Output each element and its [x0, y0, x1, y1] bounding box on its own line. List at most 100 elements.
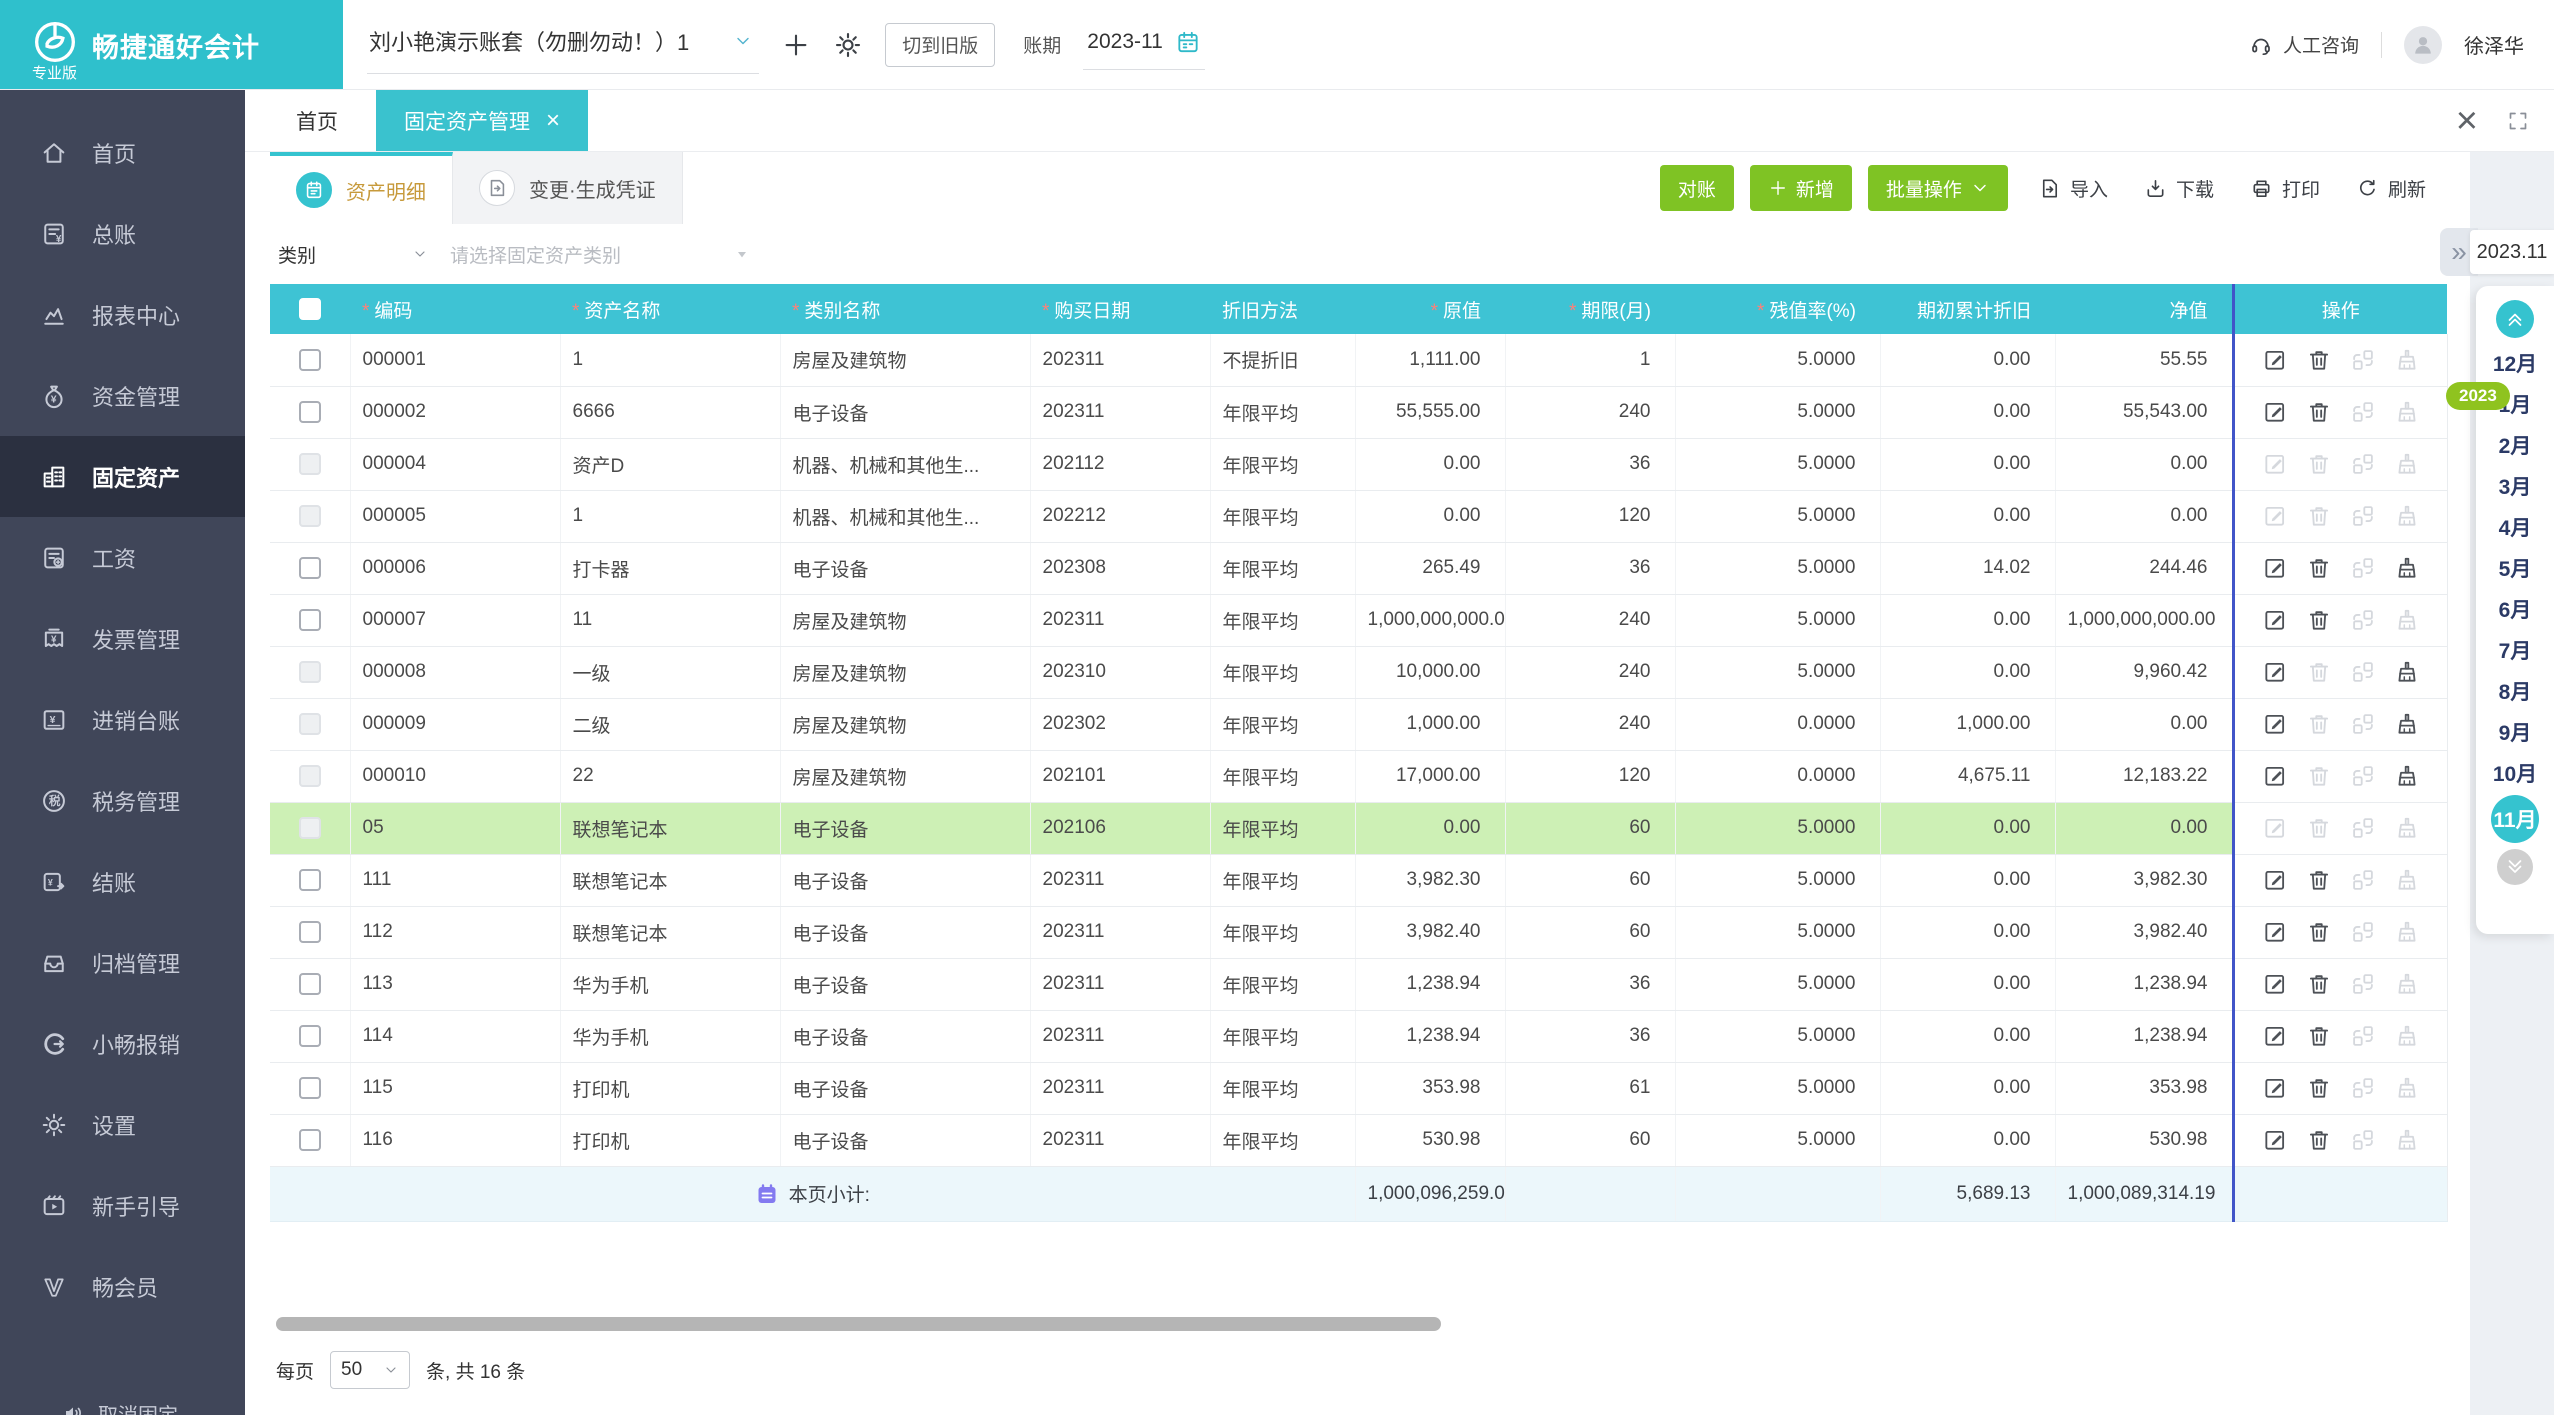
- row-checkbox[interactable]: [298, 973, 321, 995]
- switch-old-version-button[interactable]: 切到旧版: [885, 22, 996, 67]
- row-checkbox[interactable]: [298, 609, 321, 631]
- delete-icon[interactable]: [2306, 555, 2332, 581]
- cell-category: 电子设备: [780, 906, 1031, 959]
- support-label: 人工咨询: [2282, 36, 2359, 57]
- horizontal-scrollbar[interactable]: [276, 1317, 1441, 1331]
- scroll-months-down-button[interactable]: [2497, 849, 2533, 885]
- month-option-3月[interactable]: 3月: [2498, 475, 2532, 499]
- cell-code: 112: [350, 906, 561, 959]
- delete-icon[interactable]: [2306, 347, 2332, 373]
- edit-icon[interactable]: [2262, 1023, 2288, 1049]
- sidebar-item-payroll[interactable]: 工资: [0, 517, 245, 598]
- add-account-set-button[interactable]: [781, 30, 811, 60]
- edit-icon[interactable]: [2262, 919, 2288, 945]
- row-checkbox[interactable]: [298, 869, 321, 891]
- sidebar-item-member[interactable]: 畅会员: [0, 1246, 245, 1327]
- month-option-12月[interactable]: 12月: [2492, 352, 2538, 376]
- sidebar-item-guide[interactable]: 新手引导: [0, 1165, 245, 1246]
- download-button[interactable]: 下载: [2144, 175, 2214, 202]
- period-picker[interactable]: 2023-11: [1083, 19, 1205, 70]
- delete-icon[interactable]: [2306, 607, 2332, 633]
- edit-icon[interactable]: [2262, 1127, 2288, 1153]
- refresh-button[interactable]: 刷新: [2356, 175, 2426, 202]
- month-option-8月[interactable]: 8月: [2498, 680, 2532, 704]
- delete-icon[interactable]: [2306, 867, 2332, 893]
- edit-icon[interactable]: [2262, 763, 2288, 789]
- category-filter-select[interactable]: 类别: [278, 241, 428, 268]
- close-tab-icon[interactable]: ×: [546, 106, 561, 134]
- avatar[interactable]: [2404, 25, 2442, 64]
- sidebar-item-archive[interactable]: 归档管理: [0, 922, 245, 1003]
- edit-icon[interactable]: [2262, 1075, 2288, 1101]
- select-all-checkbox[interactable]: [299, 298, 321, 320]
- support-button[interactable]: 人工咨询: [2249, 31, 2359, 58]
- month-option-10月[interactable]: 10月: [2492, 762, 2538, 786]
- unpin-sidebar-button[interactable]: 取消固定: [62, 1393, 178, 1415]
- month-option-5月[interactable]: 5月: [2498, 557, 2532, 581]
- sidebar-item-invoice[interactable]: ¥ 发票管理: [0, 598, 245, 679]
- batch-actions-button[interactable]: 批量操作: [1867, 165, 2008, 211]
- sidebar-item-trade-ledger[interactable]: ¥ 进销台账: [0, 679, 245, 760]
- row-checkbox[interactable]: [298, 348, 321, 371]
- sidebar-item-report-center[interactable]: 报表中心: [0, 274, 245, 355]
- scroll-months-up-button[interactable]: [2496, 300, 2534, 338]
- sidebar-item-funds[interactable]: ¥ 资金管理: [0, 355, 245, 436]
- delete-icon[interactable]: [2306, 399, 2332, 425]
- clean-icon[interactable]: [2394, 659, 2420, 685]
- fullscreen-icon[interactable]: [2506, 109, 2530, 133]
- delete-icon[interactable]: [2306, 1127, 2332, 1153]
- close-icon[interactable]: ×: [2455, 100, 2478, 142]
- row-checkbox[interactable]: [298, 557, 321, 579]
- cell-initial_accum_dep: 0.00: [1880, 1062, 2056, 1115]
- month-option-7月[interactable]: 7月: [2498, 639, 2532, 663]
- row-checkbox[interactable]: [298, 921, 321, 943]
- month-option-6月[interactable]: 6月: [2498, 598, 2532, 622]
- cell-original_value: 17,000.00: [1355, 750, 1506, 803]
- sidebar-item-fixed-assets[interactable]: 固定资产: [0, 436, 245, 517]
- reconcile-button[interactable]: 对账: [1659, 165, 1734, 211]
- row-checkbox[interactable]: [298, 1077, 321, 1099]
- clean-icon[interactable]: [2394, 555, 2420, 581]
- cell-initial_accum_dep: 4,675.11: [1880, 750, 2056, 803]
- import-button[interactable]: 导入: [2038, 175, 2108, 202]
- sidebar-item-reimburse[interactable]: 小畅报销: [0, 1003, 245, 1084]
- edit-icon[interactable]: [2262, 711, 2288, 737]
- delete-icon[interactable]: [2306, 1023, 2332, 1049]
- clean-icon[interactable]: [2394, 711, 2420, 737]
- edit-icon[interactable]: [2262, 607, 2288, 633]
- edit-icon[interactable]: [2262, 867, 2288, 893]
- add-button[interactable]: 新增: [1749, 165, 1852, 211]
- month-option-2月[interactable]: 2月: [2498, 434, 2532, 458]
- clean-icon[interactable]: [2394, 763, 2420, 789]
- row-checkbox[interactable]: [298, 1025, 321, 1047]
- edit-icon[interactable]: [2262, 971, 2288, 997]
- sidebar-item-general-ledger[interactable]: ¥ 总账: [0, 193, 245, 274]
- edit-icon[interactable]: [2262, 347, 2288, 373]
- subtab-change-voucher[interactable]: 变更·生成凭证: [453, 152, 683, 224]
- print-button[interactable]: 打印: [2250, 175, 2320, 202]
- row-checkbox[interactable]: [298, 1129, 321, 1151]
- account-set-selector[interactable]: 刘小艳演示账套（勿删勿动！）1: [367, 15, 760, 74]
- edit-icon[interactable]: [2262, 399, 2288, 425]
- edit-icon[interactable]: [2262, 555, 2288, 581]
- category-value-select[interactable]: 请选择固定资产类别: [450, 241, 750, 268]
- row-actions: [2231, 854, 2448, 907]
- tab-home[interactable]: 首页: [270, 90, 364, 151]
- per-page-select[interactable]: 50: [330, 1351, 411, 1389]
- account-settings-gear-button[interactable]: [833, 30, 863, 60]
- month-option-4月[interactable]: 4月: [2498, 516, 2532, 540]
- delete-icon[interactable]: [2306, 971, 2332, 997]
- delete-icon[interactable]: [2306, 1075, 2332, 1101]
- month-option-11月[interactable]: 11月: [2491, 795, 2539, 843]
- edit-icon[interactable]: [2262, 659, 2288, 685]
- cell-period_months: 240: [1505, 646, 1676, 699]
- tab-fixed-assets-management[interactable]: 固定资产管理 ×: [376, 90, 589, 151]
- row-checkbox[interactable]: [298, 401, 321, 423]
- subtab-asset-detail[interactable]: 资产明细: [270, 152, 453, 224]
- sidebar-item-settings[interactable]: 设置: [0, 1084, 245, 1165]
- month-option-9月[interactable]: 9月: [2498, 721, 2532, 745]
- sidebar-item-tax[interactable]: 税 税务管理: [0, 760, 245, 841]
- sidebar-item-home[interactable]: 首页: [0, 112, 245, 193]
- sidebar-item-closing[interactable]: ¥ 结账: [0, 841, 245, 922]
- delete-icon[interactable]: [2306, 919, 2332, 945]
